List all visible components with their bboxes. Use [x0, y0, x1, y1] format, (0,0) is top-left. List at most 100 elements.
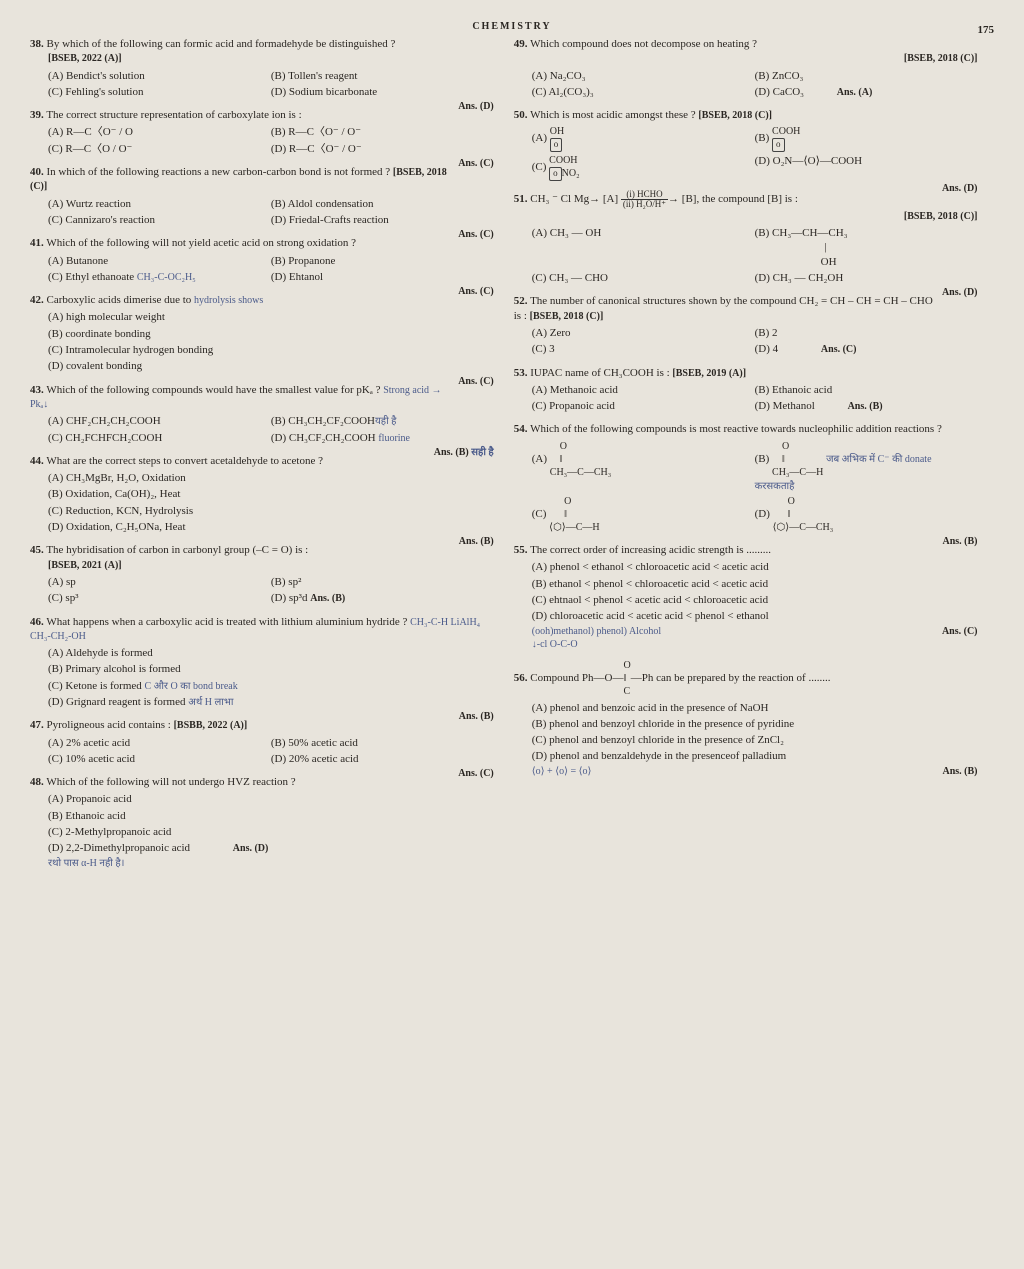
opt-d: (D) sp³d Ans. (B) — [271, 590, 494, 606]
opt-c: (C) Al₂(CO₃)₃ — [532, 84, 755, 100]
opt-c: (C) Ketone is formed C और O का bond brea… — [48, 678, 494, 694]
opt-a: (A) Methanoic acid — [532, 382, 755, 398]
stem: What happens when a carboxylic acid is t… — [46, 616, 407, 628]
year-tag: [BSEB, 2018 (C)] — [904, 211, 978, 222]
year-tag: [BSEB, 2018 (C)] — [698, 110, 772, 121]
two-column-layout: 38. By which of the following can formic… — [30, 37, 978, 878]
opt-b: (B) O ‖CH₃—C—H जब अभिक में C⁻ की donate … — [755, 439, 978, 494]
stem: The correct structure representation of … — [46, 109, 301, 121]
mid: [A] — [603, 193, 618, 205]
question-38: 38. By which of the following can formic… — [30, 37, 494, 100]
handwriting: hydrolysis shows — [194, 295, 263, 306]
question-54: 54. Which of the following compounds is … — [514, 422, 978, 535]
qnum: 50. — [514, 109, 528, 121]
opt-a: (A) CH₃ — OH — [532, 225, 755, 270]
question-53: 53. IUPAC name of CH₃COOH is : [BSEB, 20… — [514, 366, 978, 415]
opt-a: (A) Na₂CO₃ — [532, 68, 755, 84]
qnum: 53. — [514, 367, 528, 379]
qnum: 55. — [514, 544, 528, 556]
question-51: 51. CH₃ ⁻ Cl Mg→ [A] (i) HCHO (ii) H₂O/H… — [514, 190, 978, 286]
stem: IUPAC name of CH₃COOH is : — [530, 367, 669, 379]
opt-d: (D) Sodium bicarbonate — [271, 84, 494, 100]
subject-header: CHEMISTRY — [30, 20, 994, 33]
opt-a: (A) phenol < ethanol < chloroacetic acid… — [532, 559, 978, 575]
opt-a: (A) CH₃MgBr, H₂O, Oxidation — [48, 470, 494, 486]
answer: Ans. (B) — [942, 765, 977, 778]
opt-d: (D) 2,2-Dimethylpropanoic acid Ans. (D) — [48, 840, 494, 856]
opt-a: (A) Aldehyde is formed — [48, 645, 494, 661]
answer: Ans. (C) — [458, 157, 494, 170]
stem: Compound Ph—O—O‖C—Ph can be prepared by … — [530, 672, 830, 684]
opt-b: (B) Aldol condensation — [271, 196, 494, 212]
opt-b: (B) CH₃CH₂CF₂COOHयही है — [271, 413, 494, 429]
opt-b: (B) Primary alcohol is formed — [48, 661, 494, 677]
qnum: 49. — [514, 38, 528, 50]
stem: Carboxylic acids dimerise due to — [47, 294, 192, 306]
question-50: 50. Which is most acidic amongst these ?… — [514, 108, 978, 182]
opt-d: (D) O₂N—⟨O⟩—COOH — [755, 153, 978, 182]
opt-d: (D) R—C〈O⁻ / O⁻ — [271, 141, 494, 157]
page-number: 175 — [978, 23, 995, 37]
opt-d: (D) CH₃CF₂CH₂COOH fluorine — [271, 430, 494, 446]
opt-a: (A) O ‖CH₃—C—CH₃ — [532, 439, 755, 494]
opt-b: (B) phenol and benzoyl chloride in the p… — [532, 716, 978, 732]
opt-b: (B) 50% acetic acid — [271, 735, 494, 751]
year-tag: [BSEB, 2019 (A)] — [672, 368, 746, 379]
opt-b: (B) Ethanoic acid — [755, 382, 978, 398]
opt-c: (C) Ethyl ethanoate CH₃-C-OC₂H₅ — [48, 269, 271, 285]
qnum: 46. — [30, 616, 44, 628]
opt-c: (C) O ‖⟨⬡⟩—C—H — [532, 494, 755, 535]
opt-c: (C) CH₂FCHFCH₂COOH — [48, 430, 271, 446]
answer: Ans. (D) — [942, 286, 978, 299]
year-tag: [BSEB, 2018 (C)] — [530, 311, 604, 322]
qnum: 52. — [514, 295, 528, 307]
year-tag: [BSEB, 2018 (C)] — [904, 53, 978, 64]
qnum: 48. — [30, 776, 44, 788]
stem-pre: CH₃ ⁻ Cl — [530, 193, 571, 205]
opt-d: (D) 20% acetic acid — [271, 751, 494, 767]
opt-c: (C) CH₃ — CHO — [532, 270, 755, 286]
opt-b: (B) Oxidation, Ca(OH)₂, Heat — [48, 486, 494, 502]
stem: By which of the following can formic aci… — [47, 38, 396, 50]
answer: Ans. (D) — [942, 182, 978, 195]
stem: Which is most acidic amongst these ? — [530, 109, 696, 121]
opt-c: (C) Fehling's solution — [48, 84, 271, 100]
stem: In which of the following reactions a ne… — [47, 166, 391, 178]
opt-b: (B) CH₃—CH—CH₃|OH — [755, 225, 978, 270]
answer: Ans. (C) — [458, 228, 494, 241]
opt-c: (C) Propanoic acid — [532, 398, 755, 414]
qnum: 44. — [30, 455, 44, 467]
opt-d: (D) Ehtanol — [271, 269, 494, 285]
qnum: 38. — [30, 38, 44, 50]
year-tag: [BSEB, 2022 (A)] — [48, 53, 122, 64]
stem: Which of the following compounds would h… — [46, 384, 380, 396]
stem: Which of the following will not undergo … — [46, 776, 295, 788]
right-column: 49. Which compound does not decompose on… — [514, 37, 978, 878]
opt-d: (D) chloroacetic acid < acetic acid < ph… — [532, 608, 978, 624]
qnum: 39. — [30, 109, 44, 121]
opt-c: (C) 10% acetic acid — [48, 751, 271, 767]
opt-b: (B) Propanone — [271, 253, 494, 269]
opt-b: (B) 2 — [755, 325, 978, 341]
opt-a: (A) Zero — [532, 325, 755, 341]
question-39: 39. The correct structure representation… — [30, 108, 494, 157]
handwriting: ↓-cl O-C-O — [532, 638, 978, 651]
opt-a: (A) 2% acetic acid — [48, 735, 271, 751]
opt-a: (A) phenol and benzoic acid in the prese… — [532, 700, 978, 716]
opt-d: (D) 4 Ans. (C) — [755, 341, 978, 357]
opt-a: (A) CHF₂CH₂CH₂COOH — [48, 413, 271, 429]
qnum: 45. — [30, 544, 44, 556]
opt-d: (D) Grignard reagent is formed अर्थ H ला… — [48, 694, 494, 710]
opt-c: (C) Cannizaro's reaction — [48, 212, 271, 228]
qnum: 51. — [514, 193, 528, 205]
year-tag: [BSBB, 2022 (A)] — [174, 720, 248, 731]
opt-b: (B) R—C〈O⁻ / O⁻ — [271, 124, 494, 140]
opt-c: (C) 3 — [532, 341, 755, 357]
left-column: 38. By which of the following can formic… — [30, 37, 494, 878]
answer: Ans. (C) — [942, 625, 978, 638]
question-46: 46. What happens when a carboxylic acid … — [30, 615, 494, 711]
handwriting: रथो पास α-H नही है। — [48, 857, 494, 870]
question-55: 55. The correct order of increasing acid… — [514, 543, 978, 650]
opt-c: (C) phenol and benzoyl chloride in the p… — [532, 732, 978, 748]
year-tag: [BSEB, 2021 (A)] — [48, 560, 122, 571]
